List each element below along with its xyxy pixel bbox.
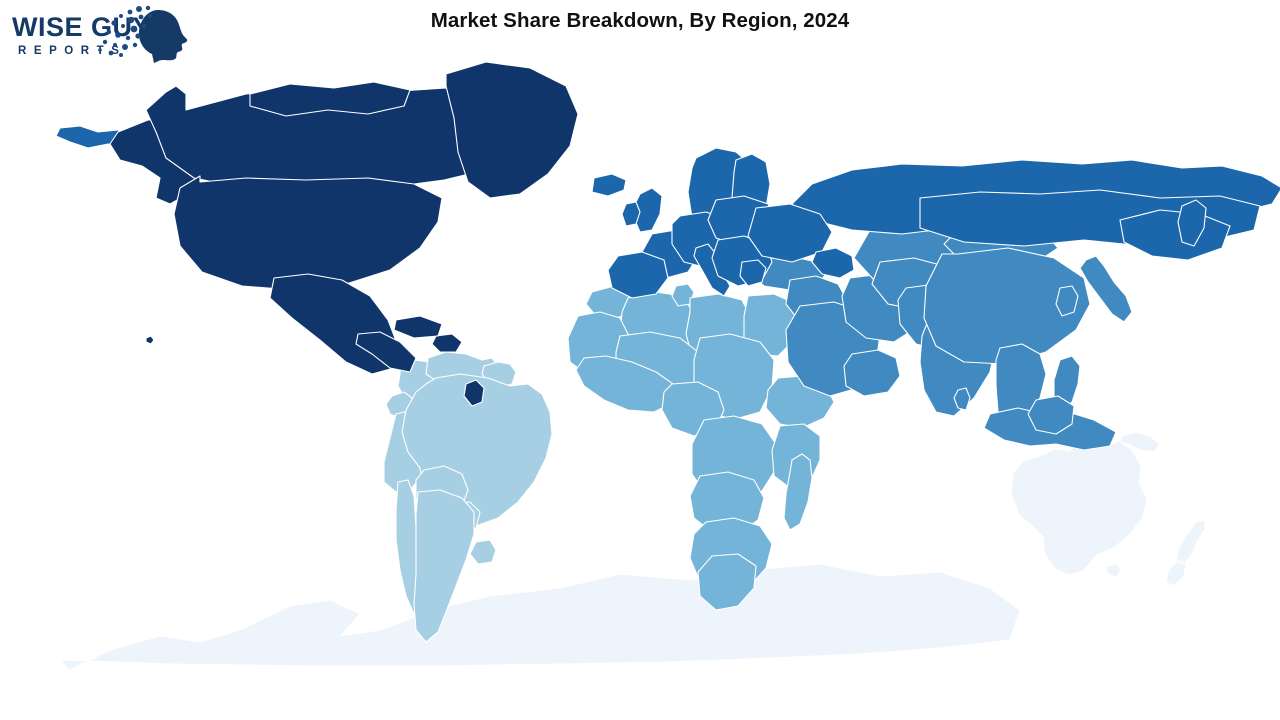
country-borneo: [1028, 396, 1074, 434]
country-madagascar: [784, 454, 812, 530]
country-korea: [1056, 286, 1078, 316]
country-greenland: [446, 62, 578, 198]
country-new-zealand: [1166, 520, 1206, 586]
logo-wordmark-secondary: R E P O R T S: [18, 45, 121, 57]
country-caucasus: [812, 248, 854, 278]
country-spain-portugal: [608, 252, 668, 298]
country-canada-arctic-islands: [250, 82, 410, 116]
country-antarctica: [60, 564, 1020, 670]
country-kamchatka: [1178, 200, 1206, 246]
country-sri-lanka: [954, 388, 970, 410]
country-cuba-caribbean: [394, 316, 462, 352]
country-italy: [694, 244, 730, 296]
country-australia: [1011, 439, 1147, 575]
region-oceania-antarctica: [60, 432, 1206, 670]
world-map-svg: [0, 48, 1280, 720]
page-title: Market Share Breakdown, By Region, 2024: [430, 9, 850, 32]
country-egypt: [744, 294, 796, 356]
country-greece: [740, 260, 766, 286]
country-uruguay: [470, 540, 496, 564]
region-north-america: [110, 62, 578, 406]
country-tasmania: [1106, 564, 1121, 577]
world-map: [0, 48, 1280, 720]
country-philippines: [1054, 356, 1080, 410]
country-french-guiana-marker: [464, 380, 484, 406]
wiseguy-reports-logo: WISE GUY R E P O R T S: [8, 4, 198, 66]
logo-artwork: WISE GUY R E P O R T S: [12, 5, 188, 63]
country-iceland: [592, 174, 626, 196]
logo-dot-network-icon: [98, 5, 152, 57]
country-argentina: [414, 490, 474, 642]
country-yemen-oman: [844, 350, 900, 396]
country-png: [1120, 432, 1160, 452]
country-united-states: [174, 176, 442, 290]
country-central-america: [356, 332, 416, 372]
country-hawaii-marker: [146, 336, 154, 344]
region-south-america: [384, 352, 552, 642]
country-south-africa: [698, 554, 756, 610]
head-profile-icon: [138, 10, 188, 63]
region-africa: [568, 284, 834, 610]
country-japan: [1080, 256, 1132, 322]
country-ireland: [622, 202, 640, 226]
